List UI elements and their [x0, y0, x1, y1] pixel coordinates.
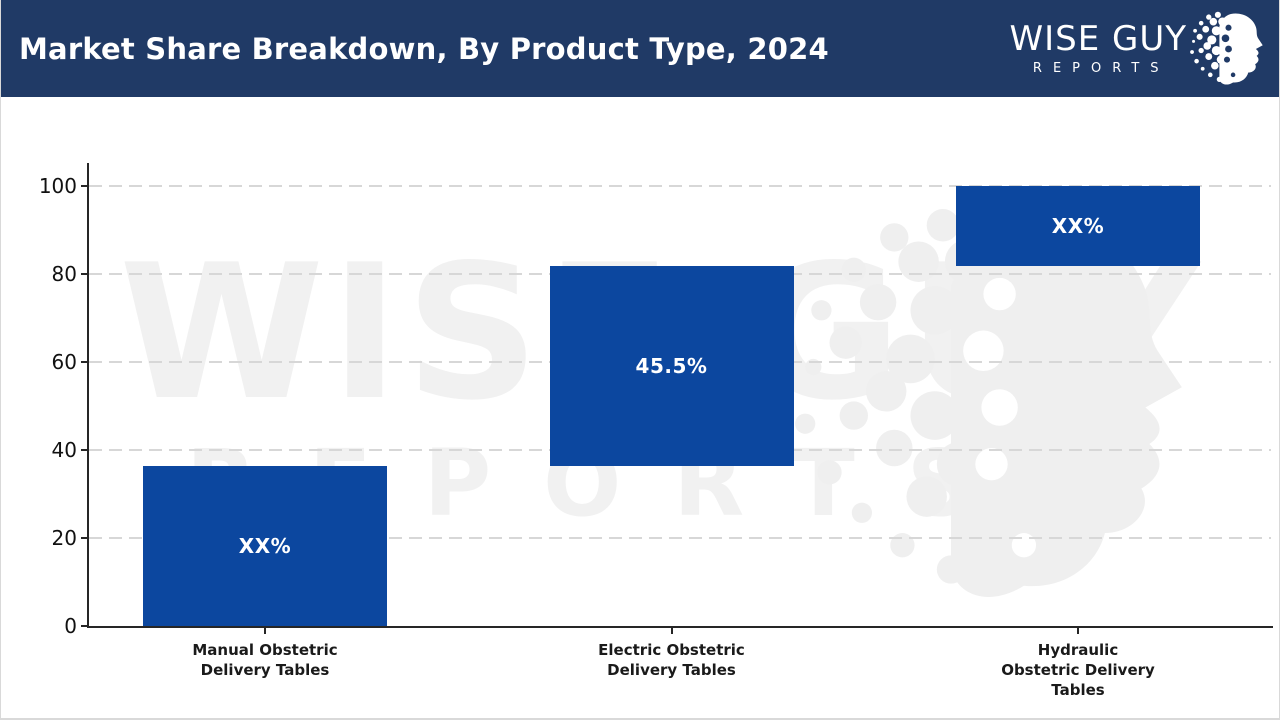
- x-tick-mark: [670, 626, 673, 634]
- bar-value-label: XX%: [1051, 214, 1105, 239]
- x-tick-mark: [1077, 626, 1079, 634]
- x-category-label-line: Delivery Tables: [200, 661, 330, 679]
- x-category-label: Hydraulic Obstetric Delivery Tables: [918, 640, 1238, 700]
- x-tick-mark: [264, 626, 266, 634]
- y-tick-mark: [81, 449, 89, 451]
- y-tick-mark: [81, 361, 89, 363]
- brand-logo-name: WISE GUY: [1009, 19, 1187, 59]
- x-category-label-line: Manual Obstetric: [192, 641, 338, 659]
- y-tick-mark: [81, 625, 89, 627]
- y-tick-label: 60: [51, 350, 77, 374]
- x-category-label-line: Tables: [1051, 681, 1105, 699]
- bar-2: 45.5%: [549, 266, 794, 467]
- bar-value-label: XX%: [238, 534, 292, 559]
- x-axis-spine: [87, 626, 1273, 628]
- x-category-label-line: Delivery Tables: [607, 661, 736, 679]
- header-bar: Market Share Breakdown, By Product Type,…: [1, 0, 1279, 97]
- page-title: Market Share Breakdown, By Product Type,…: [19, 31, 829, 66]
- brand-logo: WISE GUY REPORTS: [1009, 7, 1265, 91]
- y-axis-spine: [87, 163, 89, 628]
- y-gridline: [89, 537, 1271, 539]
- y-tick-label: 80: [51, 262, 77, 286]
- y-tick-label: 0: [64, 614, 77, 638]
- x-category-label-line: Electric Obstetric: [598, 641, 745, 659]
- x-category-label: Electric Obstetric Delivery Tables: [512, 640, 832, 680]
- y-tick-label: 20: [51, 526, 77, 550]
- bar-value-label: 45.5%: [635, 354, 708, 379]
- brand-logo-tagline: REPORTS: [1032, 61, 1170, 76]
- y-gridline: [89, 185, 1271, 187]
- bar-3: XX%: [956, 186, 1200, 267]
- x-category-label: Manual Obstetric Delivery Tables: [105, 640, 425, 680]
- watermark-head-dots-graphic: [795, 209, 1182, 597]
- y-tick-mark: [81, 185, 89, 187]
- brand-head-dots-icon: [1190, 11, 1263, 85]
- y-tick-mark: [81, 273, 89, 275]
- bar-1: XX%: [143, 466, 387, 626]
- y-tick-label: 100: [38, 174, 77, 198]
- x-category-label-line: Hydraulic: [1037, 641, 1119, 659]
- x-category-label-line: Obstetric Delivery: [1001, 661, 1155, 679]
- y-tick-label: 40: [51, 438, 77, 462]
- y-tick-mark: [81, 537, 89, 539]
- brand-logo-text: WISE GUY REPORTS: [1009, 22, 1187, 75]
